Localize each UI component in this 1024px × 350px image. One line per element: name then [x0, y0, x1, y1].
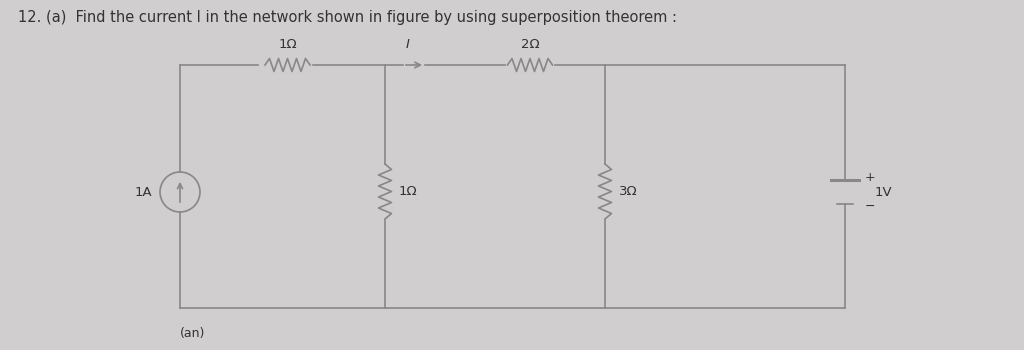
- Text: 2Ω: 2Ω: [520, 38, 540, 51]
- Text: +: +: [865, 172, 876, 184]
- Text: 12. (a)  Find the current I in the network shown in figure by using superpositio: 12. (a) Find the current I in the networ…: [18, 10, 677, 25]
- Text: −: −: [865, 199, 876, 212]
- Text: 1A: 1A: [134, 186, 152, 198]
- Text: (an): (an): [180, 327, 206, 340]
- Text: 1V: 1V: [874, 186, 893, 198]
- Text: 3Ω: 3Ω: [618, 185, 638, 198]
- Text: 1Ω: 1Ω: [279, 38, 297, 51]
- Text: I: I: [407, 38, 410, 51]
- Text: 1Ω: 1Ω: [399, 185, 418, 198]
